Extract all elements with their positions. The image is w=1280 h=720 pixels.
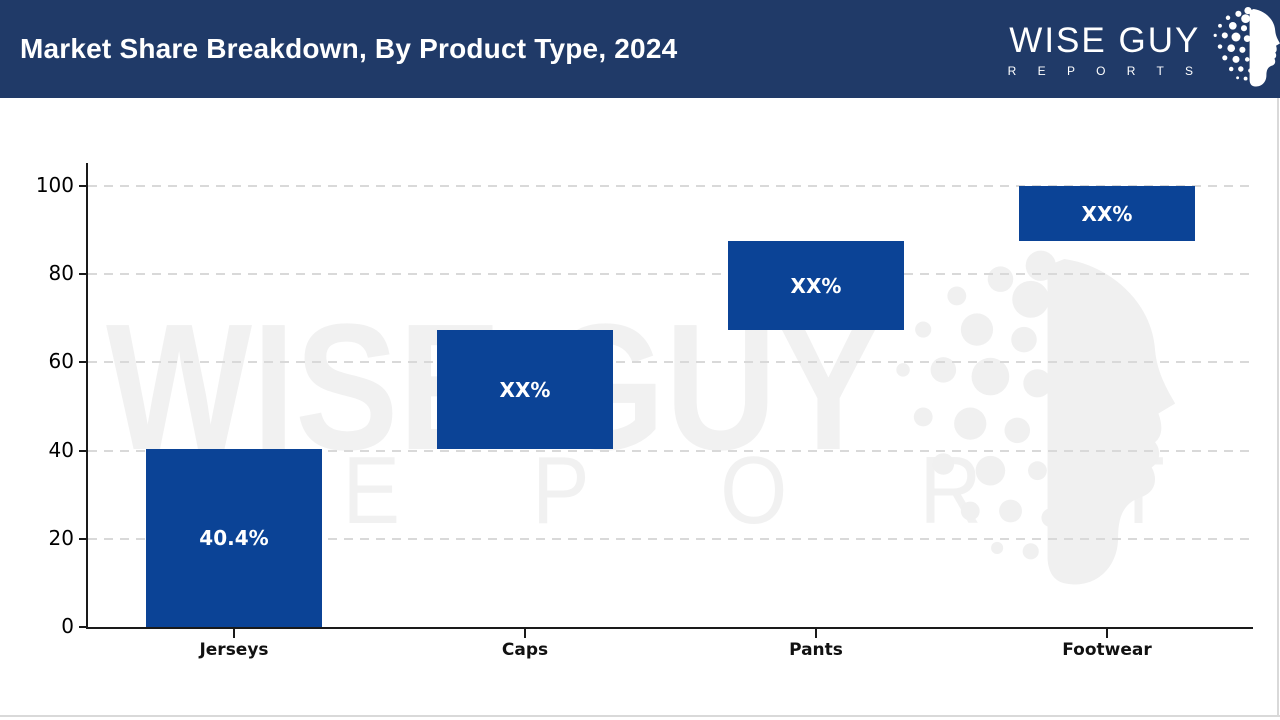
bar-value-label: 40.4% xyxy=(199,526,269,550)
x-tick-mark xyxy=(523,629,526,638)
bar-pants: XX% xyxy=(728,241,904,330)
bottom-border-line xyxy=(0,715,1280,717)
x-axis-line xyxy=(86,627,1253,629)
gridline-80 xyxy=(88,273,1253,276)
x-axis-category-label: Caps xyxy=(501,640,549,660)
y-tick-mark xyxy=(79,449,88,452)
x-axis-category-label: Pants xyxy=(789,640,843,660)
y-tick-mark xyxy=(79,537,88,540)
bar-value-label: XX% xyxy=(790,273,842,298)
logo-subtitle-text: R E P O R T S xyxy=(1007,63,1202,78)
bar-value-label: XX% xyxy=(499,377,551,402)
right-border-line xyxy=(1277,98,1279,716)
logo-title-text: WISE GUY xyxy=(1009,20,1201,60)
y-tick-mark xyxy=(79,626,88,628)
y-axis-tick-label: 20 xyxy=(48,525,74,550)
y-axis-tick-label: 40 xyxy=(48,437,74,462)
gridline-100 xyxy=(88,185,1253,187)
y-axis-line xyxy=(86,163,88,629)
bar-footwear: XX% xyxy=(1019,186,1195,241)
y-axis-tick-label: 0 xyxy=(61,614,74,638)
logo-wordmark: WISE GUY R E P O R T S xyxy=(1008,21,1202,78)
header-bar: Market Share Breakdown, By Product Type,… xyxy=(0,0,1280,98)
y-tick-mark xyxy=(79,185,88,187)
chart-title: Market Share Breakdown, By Product Type,… xyxy=(20,33,678,64)
x-tick-mark xyxy=(232,629,235,638)
bar-jerseys: 40.4% xyxy=(146,449,322,627)
x-tick-mark xyxy=(815,629,818,638)
y-axis-tick-label: 60 xyxy=(48,349,74,374)
gridline-40 xyxy=(88,449,1253,452)
x-tick-mark xyxy=(1106,629,1109,638)
wise-guy-logo: WISE GUY R E P O R T S xyxy=(1008,4,1280,94)
bar-value-label: XX% xyxy=(1081,201,1133,226)
x-axis-category-label: Footwear xyxy=(1062,640,1152,660)
gridline-20 xyxy=(88,537,1253,540)
y-axis-tick-label: 100 xyxy=(35,173,74,197)
bar-caps: XX% xyxy=(437,330,613,449)
gridline-60 xyxy=(88,361,1253,364)
y-tick-mark xyxy=(79,273,88,276)
x-axis-category-label: Jerseys xyxy=(199,640,269,660)
y-axis-tick-label: 80 xyxy=(48,261,74,286)
y-tick-mark xyxy=(79,361,88,364)
